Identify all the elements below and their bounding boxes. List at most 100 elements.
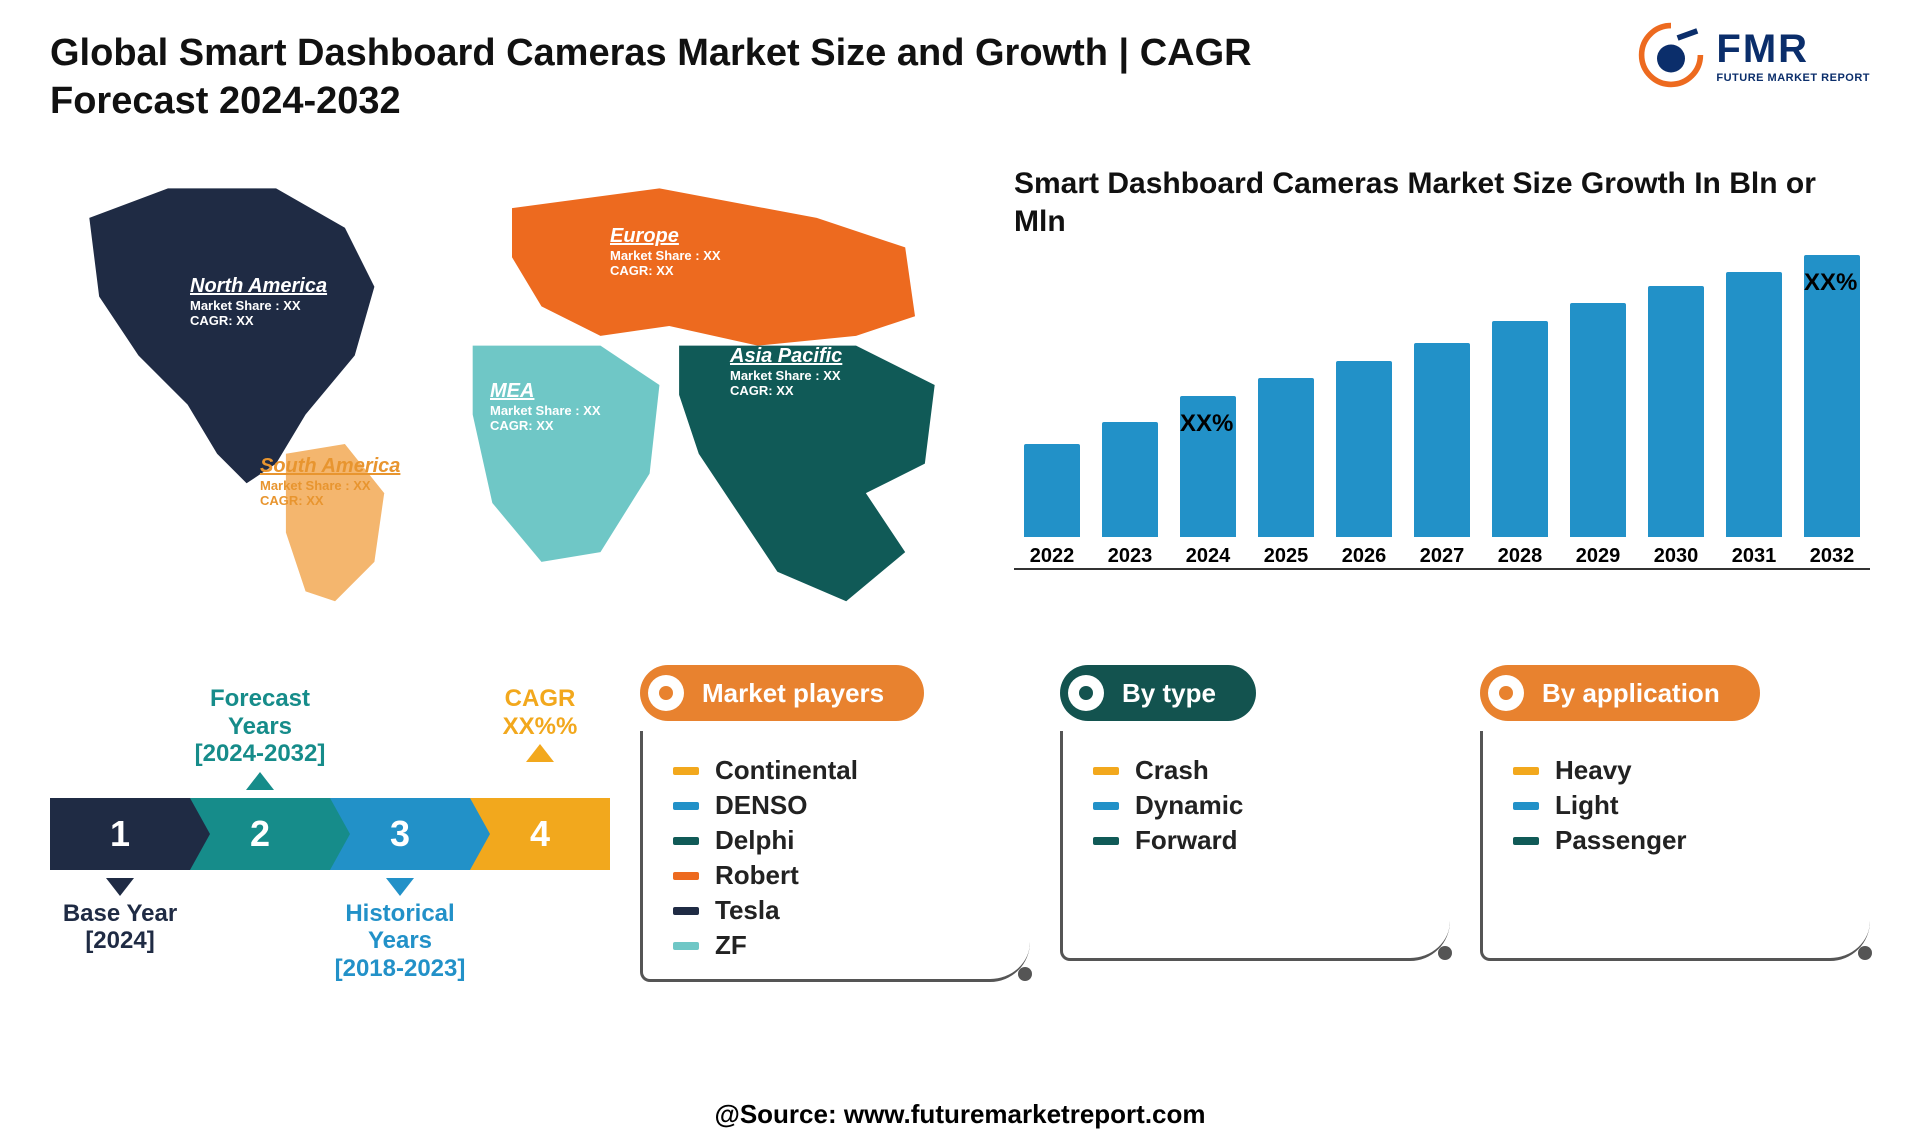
logo-subtext: FUTURE MARKET REPORT (1716, 72, 1870, 84)
tl-seg-1: 1 (50, 798, 190, 870)
list-item-label: Heavy (1555, 755, 1632, 786)
page-title: Global Smart Dashboard Cameras Market Si… (50, 30, 1350, 125)
list-item-label: Tesla (715, 895, 780, 926)
color-swatch (1093, 802, 1119, 810)
pill-by-type: By type (1060, 665, 1256, 721)
region-mea (473, 346, 660, 562)
market-players-box: Market players Continental DENSO Delphi Rob… (640, 665, 1030, 982)
bar-col: 2023 (1098, 422, 1162, 568)
map-label-mea: MEA (490, 380, 601, 403)
bar-col: 2032 (1800, 255, 1864, 568)
color-swatch (673, 837, 699, 845)
list-item: DENSO (673, 790, 1000, 821)
tl-cagr-title: CAGR (470, 685, 610, 713)
bar (1726, 272, 1782, 537)
bar (1258, 378, 1314, 537)
map-label-na: North America (190, 275, 327, 298)
tl-seg-4: 4 (470, 798, 610, 870)
tl-forecast-title: Forecast Years (190, 685, 330, 740)
list-item: Continental (673, 755, 1000, 786)
bar (1102, 422, 1158, 537)
list-item: Robert (673, 860, 1000, 891)
color-swatch (673, 872, 699, 880)
bar-x-label: 2032 (1810, 545, 1855, 568)
fmr-logo: FMR FUTURE MARKET REPORT (1636, 20, 1870, 90)
list-item-label: Robert (715, 860, 799, 891)
list-item: Passenger (1513, 825, 1840, 856)
list-item: Tesla (673, 895, 1000, 926)
list-item-label: ZF (715, 930, 747, 961)
pill-market-players: Market players (640, 665, 924, 721)
list-item: Crash (1093, 755, 1420, 786)
bar (1492, 321, 1548, 537)
list-item-label: Dynamic (1135, 790, 1243, 821)
list-item: Delphi (673, 825, 1000, 856)
bar (1648, 286, 1704, 537)
bar-col: 2026 (1332, 361, 1396, 568)
growth-bar-chart: Smart Dashboard Cameras Market Size Grow… (1014, 155, 1870, 615)
list-item: Heavy (1513, 755, 1840, 786)
bar-x-label: 2025 (1264, 545, 1309, 568)
color-swatch (1093, 767, 1119, 775)
world-map: North America Market Share : XX CAGR: XX… (50, 155, 974, 615)
list-item-label: Forward (1135, 825, 1238, 856)
list-item: ZF (673, 930, 1000, 961)
map-label-sa: South America (260, 455, 400, 478)
by-type-box: By type Crash Dynamic Forward (1060, 665, 1450, 961)
list-item-label: Passenger (1555, 825, 1687, 856)
bar-col: 2029 (1566, 303, 1630, 568)
bar-x-label: 2030 (1654, 545, 1699, 568)
bar-x-label: 2023 (1108, 545, 1153, 568)
tl-base-title: Base Year (50, 900, 190, 928)
color-swatch (673, 942, 699, 950)
bar (1024, 444, 1080, 537)
bar-col: 2030 (1644, 286, 1708, 568)
bar-col: 2025 (1254, 378, 1318, 568)
timeline-bar: 1 2 3 4 (50, 798, 610, 870)
logo-text: FMR (1716, 27, 1870, 72)
color-swatch (673, 767, 699, 775)
bar (1414, 343, 1470, 537)
bar (1336, 361, 1392, 537)
bar-x-label: 2031 (1732, 545, 1777, 568)
bar (1804, 255, 1860, 537)
list-item: Dynamic (1093, 790, 1420, 821)
color-swatch (673, 907, 699, 915)
map-label-eu: Europe (610, 225, 721, 248)
bar-col: 2028 (1488, 321, 1552, 568)
years-timeline: Forecast Years [2024-2032] CAGR XX%% 1 2… (50, 685, 610, 983)
region-na (89, 188, 374, 483)
bar-col: 2027 (1410, 343, 1474, 568)
list-item-label: Continental (715, 755, 858, 786)
list-item-label: Crash (1135, 755, 1209, 786)
bar-annotation: XX% (1804, 269, 1857, 297)
bar-x-label: 2028 (1498, 545, 1543, 568)
tl-seg-3: 3 (330, 798, 470, 870)
bar-col: 2031 (1722, 272, 1786, 568)
logo-icon (1636, 20, 1706, 90)
color-swatch (1513, 802, 1539, 810)
bar-x-label: 2026 (1342, 545, 1387, 568)
bar-x-label: 2022 (1030, 545, 1075, 568)
list-item-label: DENSO (715, 790, 807, 821)
list-item: Forward (1093, 825, 1420, 856)
bar-col: 2022 (1020, 444, 1084, 568)
pill-by-application: By application (1480, 665, 1760, 721)
source-line: @Source: www.futuremarketreport.com (0, 1099, 1920, 1130)
list-item-label: Light (1555, 790, 1619, 821)
bar-annotation: XX% (1180, 410, 1233, 438)
by-application-box: By application Heavy Light Passenger (1480, 665, 1870, 961)
color-swatch (673, 802, 699, 810)
tl-seg-2: 2 (190, 798, 330, 870)
color-swatch (1513, 837, 1539, 845)
chart-title: Smart Dashboard Cameras Market Size Grow… (1014, 165, 1870, 240)
bar-x-label: 2024 (1186, 545, 1231, 568)
color-swatch (1093, 837, 1119, 845)
bar-x-label: 2029 (1576, 545, 1621, 568)
list-item: Light (1513, 790, 1840, 821)
map-label-ap: Asia Pacific (730, 345, 842, 368)
list-item-label: Delphi (715, 825, 794, 856)
color-swatch (1513, 767, 1539, 775)
bar (1570, 303, 1626, 537)
tl-hist-title: Historical Years (330, 900, 470, 955)
